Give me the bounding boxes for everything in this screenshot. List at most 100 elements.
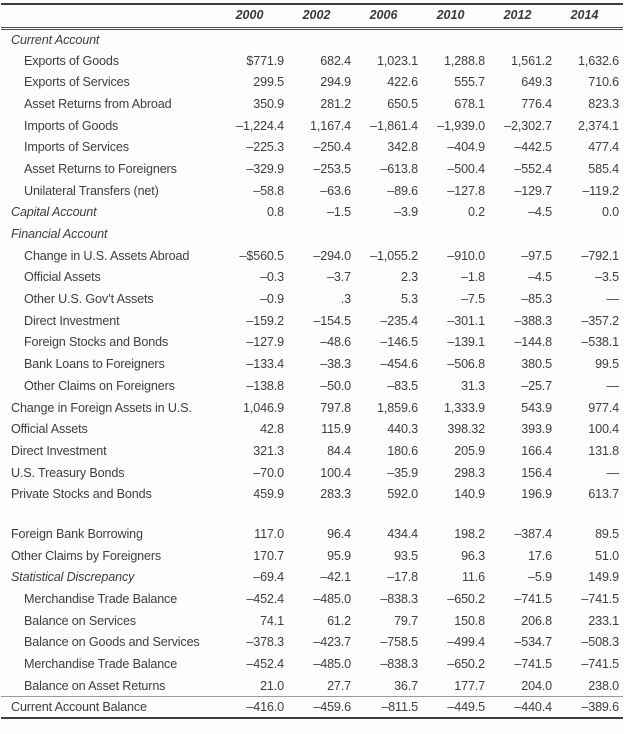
- cell-value: 299.5: [253, 75, 284, 90]
- table-row: Foreign Bank Borrowing 117.0 96.4 434.4 198.…: [1, 523, 623, 545]
- row-label: Unilateral Transfers (net): [24, 183, 159, 198]
- column-header-2010: 2010: [436, 7, 465, 22]
- cell-value: –159.2: [246, 313, 284, 328]
- cell-value: –650.2: [447, 592, 485, 607]
- row-label: U.S. Treasury Bonds: [11, 465, 125, 480]
- row-label: Current Account Balance: [11, 700, 147, 715]
- cell-value: –301.1: [447, 313, 485, 328]
- row-label: Change in Foreign Assets in U.S.: [11, 400, 192, 415]
- cell-value: 298.3: [454, 465, 485, 480]
- cell-value: –741.5: [514, 592, 552, 607]
- cell-value: 100.4: [320, 465, 351, 480]
- cell-value: 206.8: [521, 613, 552, 628]
- cell-value: 281.2: [320, 96, 351, 111]
- row-label: Asset Returns from Abroad: [24, 96, 172, 111]
- cell-value: 89.5: [595, 526, 619, 541]
- cell-value: 170.7: [253, 548, 284, 563]
- cell-value: –758.5: [380, 635, 418, 650]
- table-row: Current Account Balance –416.0 –459.6 –811.…: [1, 696, 623, 719]
- cell-value: –127.9: [246, 335, 284, 350]
- cell-value: –69.4: [253, 570, 284, 585]
- cell-value: 434.4: [387, 526, 418, 541]
- cell-value: 477.4: [588, 140, 619, 155]
- cell-value: 0.0: [601, 205, 619, 220]
- cell-value: 150.8: [454, 613, 485, 628]
- table-row: Official Assets –0.3 –3.7 2.3 –1.8 –4.5 –3.5: [1, 267, 623, 289]
- cell-value: –378.3: [246, 635, 284, 650]
- cell-value: 117.0: [254, 526, 284, 541]
- cell-value: 1,288.8: [444, 53, 485, 68]
- cell-value: –0.3: [260, 270, 284, 285]
- cell-value: 321.3: [253, 443, 284, 458]
- cell-value: 380.5: [521, 357, 552, 372]
- cell-value: –2,302.7: [504, 118, 552, 133]
- cell-value: 51.0: [595, 548, 619, 563]
- cell-value: –459.6: [313, 700, 351, 715]
- cell-value: 1,023.1: [377, 53, 418, 68]
- cell-value: –50.0: [320, 378, 351, 393]
- cell-value: –452.4: [246, 657, 284, 672]
- cell-value: –650.2: [447, 657, 485, 672]
- cell-value: –552.4: [514, 161, 552, 176]
- cell-value: 205.9: [454, 443, 485, 458]
- cell-value: 238.0: [588, 678, 619, 693]
- cell-value: –25.7: [521, 378, 552, 393]
- cell-value: –741.5: [581, 657, 619, 672]
- cell-value: 650.5: [387, 96, 418, 111]
- row-label: Direct Investment: [11, 443, 107, 458]
- cell-value: 96.4: [327, 526, 351, 541]
- cell-value: [489, 28, 556, 50]
- cell-value: 2.3: [400, 270, 418, 285]
- column-header-2012: 2012: [503, 7, 532, 22]
- cell-value: 233.1: [588, 613, 619, 628]
- cell-value: 0.2: [467, 205, 485, 220]
- cell-value: 166.4: [521, 443, 552, 458]
- table-row: Asset Returns to Foreigners –329.9 –253.5 –…: [1, 158, 623, 180]
- corner-cell: [1, 4, 221, 28]
- cell-value: 42.8: [260, 422, 284, 437]
- table-header: 2000 2002 2006 2010 2012 2014: [1, 4, 623, 28]
- cell-value: –89.6: [387, 183, 418, 198]
- cell-value: 198.2: [454, 526, 485, 541]
- cell-value: 1,046.9: [243, 400, 284, 415]
- row-label: Merchandise Trade Balance: [24, 592, 178, 607]
- cell-value: 422.6: [387, 75, 418, 90]
- cell-value: –387.4: [514, 526, 552, 541]
- cell-value: –17.8: [387, 570, 418, 585]
- row-label: Bank Loans to Foreigners: [24, 357, 165, 372]
- table-row: Balance on Goods and Services –378.3 –423.…: [1, 632, 623, 654]
- cell-value: 543.9: [521, 400, 552, 415]
- cell-value: –613.8: [380, 161, 418, 176]
- table-row: Foreign Stocks and Bonds –127.9 –48.6 –146.…: [1, 332, 623, 354]
- row-label: Capital Account: [11, 205, 97, 220]
- cell-value: –442.5: [514, 140, 552, 155]
- row-label: Current Account: [11, 32, 100, 47]
- cell-value: –357.2: [581, 313, 619, 328]
- cell-value: [221, 223, 288, 245]
- cell-value: –1.5: [327, 205, 351, 220]
- row-label: Balance on Goods and Services: [24, 635, 200, 650]
- cell-value: 115.9: [321, 422, 351, 437]
- cell-value: 710.6: [588, 75, 619, 90]
- cell-value: 613.7: [588, 487, 619, 502]
- cell-value: –3.7: [327, 270, 351, 285]
- table-row: Asset Returns from Abroad 350.9 281.2 650.5…: [1, 93, 623, 115]
- cell-value: –1,861.4: [370, 118, 418, 133]
- cell-value: 131.8: [588, 443, 619, 458]
- row-label: Private Stocks and Bonds: [11, 487, 152, 502]
- cell-value: –1.8: [461, 270, 485, 285]
- cell-value: 27.7: [327, 678, 351, 693]
- cell-value: –3.5: [595, 270, 619, 285]
- cell-value: –144.8: [514, 335, 552, 350]
- cell-value: 149.9: [588, 570, 619, 585]
- row-label: Foreign Stocks and Bonds: [24, 335, 169, 350]
- cell-value: –63.6: [320, 183, 351, 198]
- cell-value: 350.9: [253, 96, 284, 111]
- cell-value: –119.2: [582, 183, 619, 198]
- cell-value: 31.3: [461, 378, 485, 393]
- row-label: Asset Returns to Foreigners: [24, 161, 177, 176]
- cell-value: –35.9: [387, 465, 418, 480]
- cell-value: –506.8: [447, 357, 485, 372]
- cell-value: –58.8: [253, 183, 284, 198]
- row-label: Imports of Goods: [24, 118, 119, 133]
